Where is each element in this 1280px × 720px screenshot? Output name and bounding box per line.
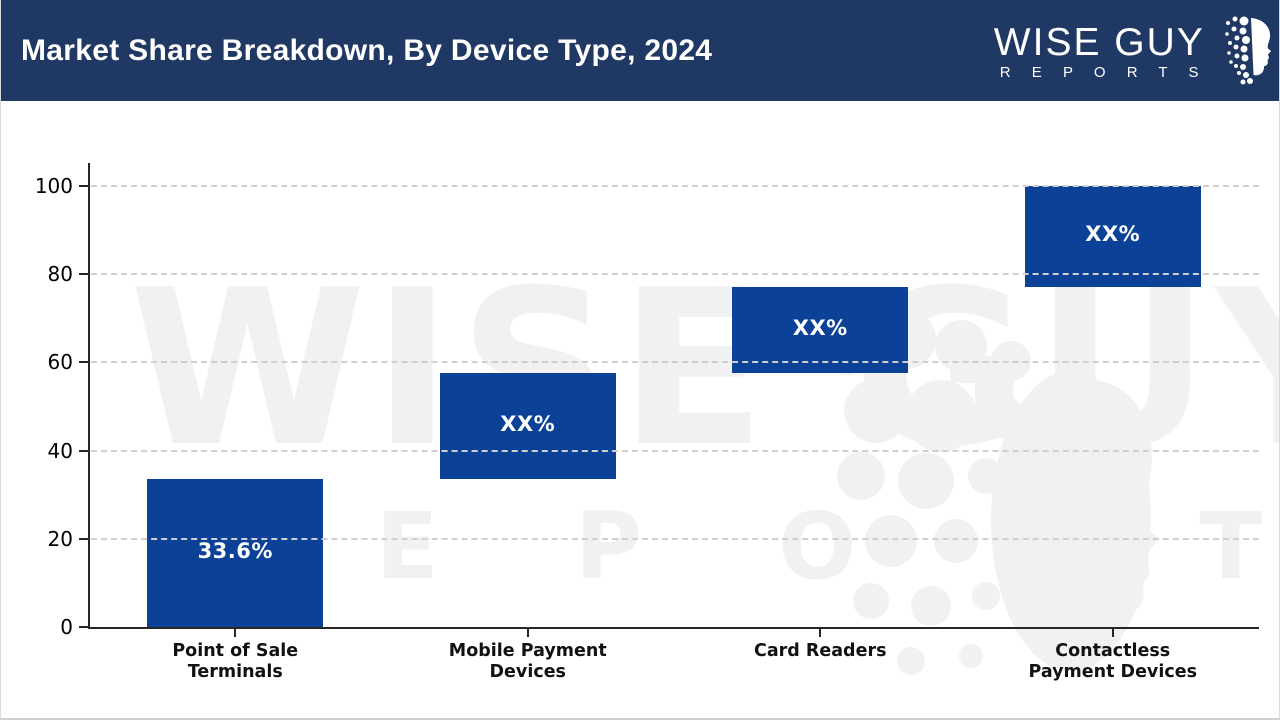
- x-tick: [1111, 629, 1114, 637]
- y-tick-label: 80: [47, 262, 73, 287]
- bar-segment: [732, 286, 909, 373]
- y-gridline: [91, 537, 1259, 540]
- logo-wordmark: WISE GUY: [993, 21, 1205, 64]
- y-tick: [79, 449, 89, 452]
- y-tick: [79, 537, 89, 540]
- x-category-label: Card Readers: [754, 641, 887, 661]
- y-axis-line: [88, 163, 90, 629]
- y-tick-label: 60: [47, 350, 73, 375]
- chart-title: Market Share Breakdown, By Device Type, …: [21, 34, 713, 67]
- y-tick: [79, 185, 89, 187]
- y-tick: [79, 273, 89, 276]
- y-tick: [79, 361, 89, 364]
- wiseguy-logo: WISE GUY R E P O R T S: [994, 6, 1273, 98]
- logo-head-dots-icon: [1225, 16, 1271, 85]
- x-category-label: Contactless Payment Devices: [1028, 641, 1197, 682]
- y-gridline: [91, 185, 1259, 187]
- x-tick: [819, 629, 822, 637]
- y-tick-label: 0: [60, 615, 73, 639]
- bar-segment: [439, 372, 616, 479]
- bar-value-label: 33.6%: [197, 538, 273, 563]
- header-bar: Market Share Breakdown, By Device Type, …: [1, 0, 1279, 101]
- bar-segment: [147, 478, 324, 627]
- x-tick: [234, 629, 237, 637]
- y-gridline: [91, 361, 1259, 364]
- bar-value-label: XX%: [1085, 222, 1141, 247]
- x-tick: [526, 629, 529, 637]
- x-category-label: Mobile Payment Devices: [448, 641, 607, 682]
- bar-value-label: XX%: [500, 411, 556, 436]
- y-gridline: [91, 449, 1259, 452]
- bar-value-label: XX%: [792, 315, 848, 340]
- y-tick-label: 100: [34, 174, 73, 198]
- plot-area: WISE GUY R E P O R T S 02040608010033.6%…: [1, 101, 1279, 718]
- x-category-label: Point of Sale Terminals: [172, 641, 299, 682]
- x-axis-line: [88, 627, 1259, 629]
- y-tick-label: 20: [47, 526, 73, 551]
- bar-segment: [1024, 186, 1201, 287]
- y-gridline: [91, 273, 1259, 276]
- logo-subtext: R E P O R T S: [999, 64, 1207, 81]
- y-tick: [79, 626, 89, 628]
- y-tick-label: 40: [47, 438, 73, 463]
